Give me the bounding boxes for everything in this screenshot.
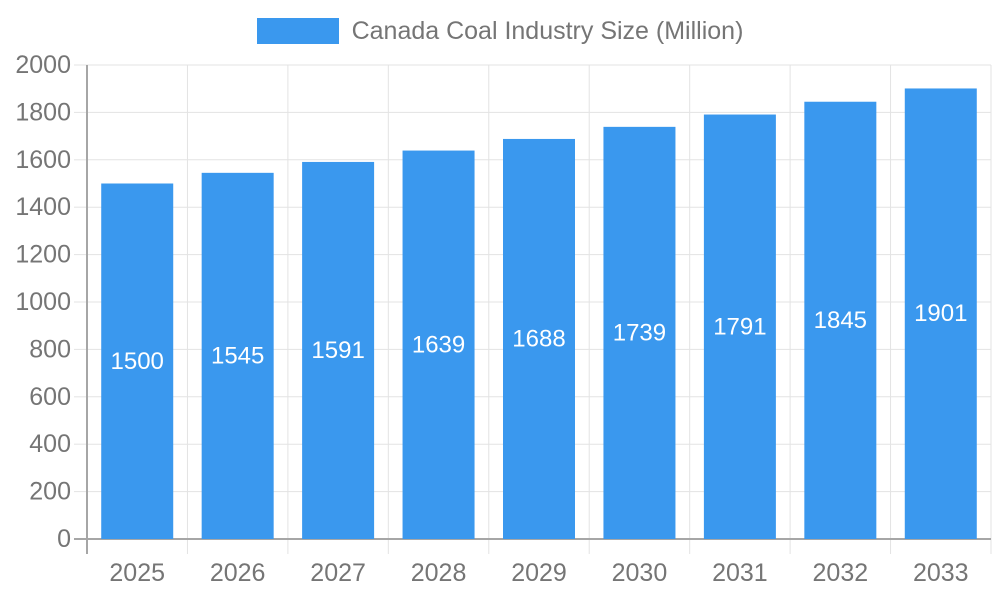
x-tick-label: 2028 (411, 559, 467, 587)
x-tick-label: 2033 (913, 559, 969, 587)
y-tick-label: 1000 (15, 288, 71, 316)
y-tick-label: 0 (57, 525, 71, 553)
bar-value-label: 1591 (311, 337, 364, 364)
y-tick-label: 1200 (15, 241, 71, 269)
bar-2027[interactable] (302, 161, 375, 540)
bar-value-label: 1901 (914, 300, 967, 327)
bar-2031[interactable] (703, 114, 776, 540)
bar-2029[interactable] (503, 138, 575, 539)
bar-value-label: 1639 (412, 331, 465, 358)
y-tick-label: 200 (29, 478, 71, 506)
x-tick-label: 2030 (612, 559, 668, 587)
bar-2033[interactable] (904, 88, 977, 539)
x-tick-label: 2025 (109, 559, 165, 587)
x-tick-label: 2029 (511, 559, 567, 587)
bar-2032[interactable] (804, 101, 877, 540)
bar-value-label: 1791 (713, 313, 766, 340)
y-tick-label: 1400 (15, 193, 71, 221)
bar-2026[interactable] (201, 172, 274, 539)
legend-label: Canada Coal Industry Size (Million) (351, 17, 744, 45)
y-tick-label: 1600 (15, 146, 71, 174)
legend[interactable]: Canada Coal Industry Size (Million) (0, 17, 1000, 45)
y-tick-label: 600 (29, 383, 71, 411)
bar-value-label: 1845 (814, 307, 867, 334)
bar-value-label: 1545 (211, 342, 264, 369)
bar-2030[interactable] (603, 126, 676, 540)
bar-value-label: 1500 (111, 348, 164, 375)
x-tick-label: 2032 (813, 559, 869, 587)
x-tick-label: 2027 (310, 559, 366, 587)
legend-swatch (256, 18, 339, 44)
y-tick-label: 1800 (15, 98, 71, 126)
bar-value-label: 1688 (512, 325, 565, 352)
x-tick-label: 2026 (210, 559, 266, 587)
x-tick-label: 2031 (712, 559, 768, 587)
bar-value-label: 1739 (613, 319, 666, 346)
bar-2028[interactable] (402, 150, 475, 539)
bar-2025[interactable] (101, 183, 174, 540)
y-tick-label: 800 (29, 335, 71, 363)
y-tick-label: 400 (29, 430, 71, 458)
y-tick-label: 2000 (15, 51, 71, 79)
